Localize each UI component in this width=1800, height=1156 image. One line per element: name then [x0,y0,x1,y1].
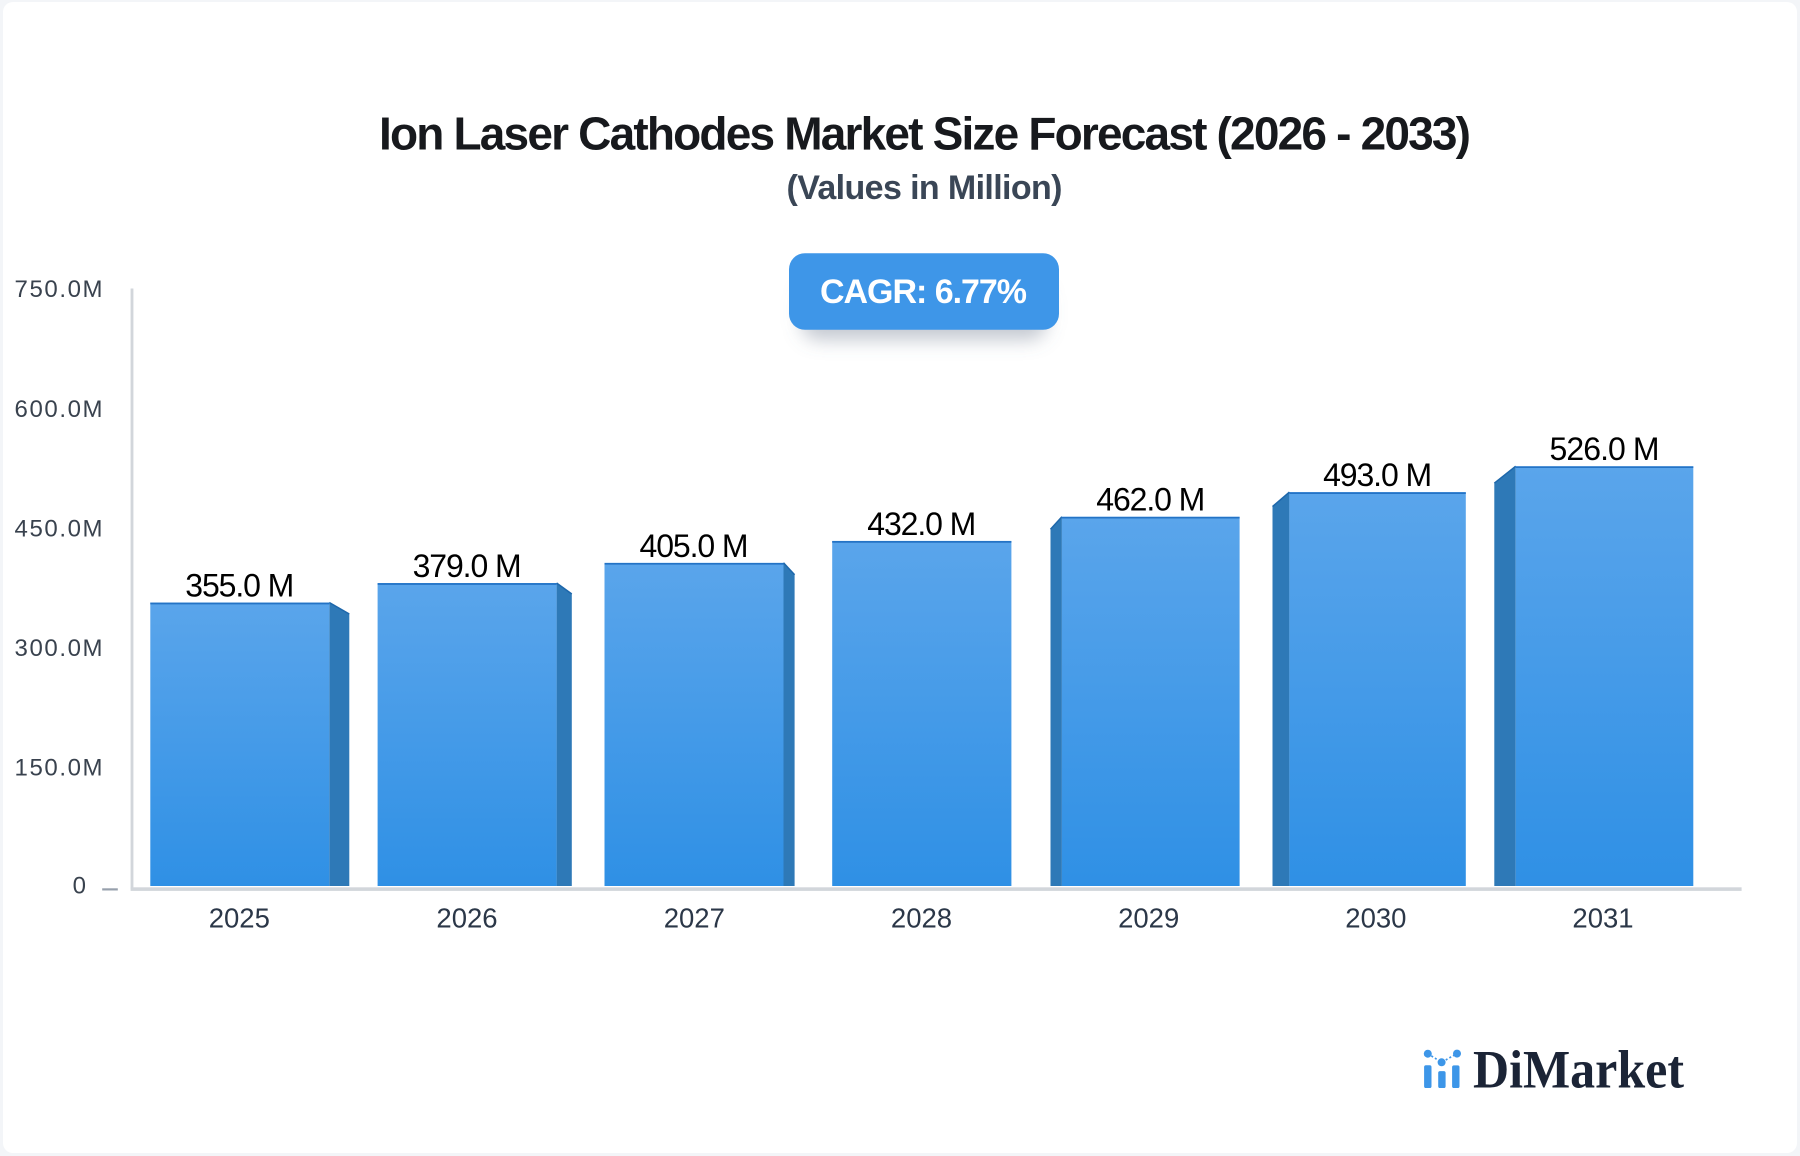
svg-text:405.0 M: 405.0 M [640,528,749,564]
svg-text:2027: 2027 [664,903,725,934]
svg-text:2031: 2031 [1572,903,1633,934]
svg-text:355.0 M: 355.0 M [185,568,294,604]
svg-text:600.0M: 600.0M [15,396,103,423]
svg-text:CAGR: 6.77%: CAGR: 6.77% [820,273,1027,311]
svg-text:300.0M: 300.0M [15,635,103,662]
svg-text:432.0 M: 432.0 M [867,506,976,542]
svg-text:0: 0 [73,873,86,900]
svg-text:Ion Laser Cathodes Market Size: Ion Laser Cathodes Market Size Forecast … [379,107,1471,159]
svg-text:150.0M: 150.0M [15,754,103,781]
svg-text:2025: 2025 [209,903,270,934]
svg-text:2026: 2026 [436,903,497,934]
svg-text:2030: 2030 [1345,903,1406,934]
svg-text:DiMarket: DiMarket [1473,1040,1684,1100]
svg-text:750.0M: 750.0M [15,276,103,303]
svg-text:493.0 M: 493.0 M [1323,457,1432,493]
svg-text:379.0 M: 379.0 M [413,548,522,584]
svg-text:450.0M: 450.0M [15,515,103,542]
svg-text:(Values in Million): (Values in Million) [787,169,1063,207]
svg-text:462.0 M: 462.0 M [1096,482,1205,518]
svg-text:526.0 M: 526.0 M [1550,431,1660,467]
svg-text:2029: 2029 [1118,903,1179,934]
svg-text:2028: 2028 [891,903,952,934]
